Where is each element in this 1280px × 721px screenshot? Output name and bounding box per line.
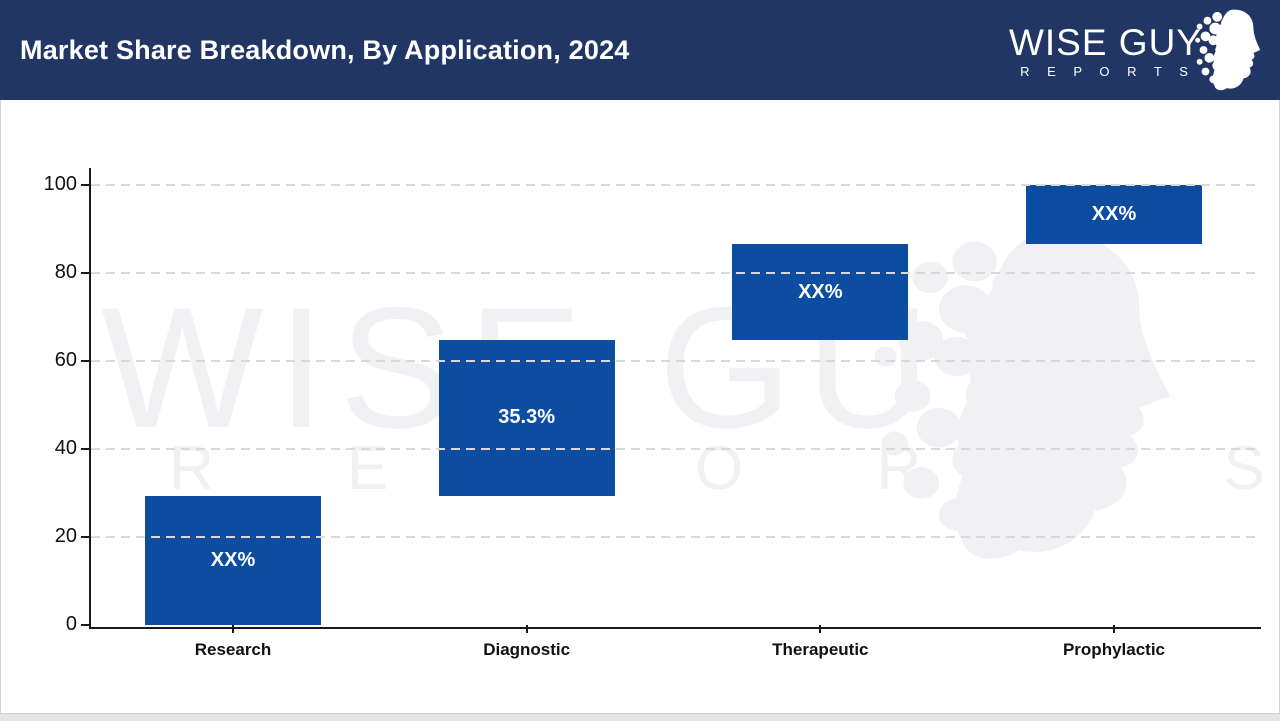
y-tick-label-60: 60 xyxy=(54,349,77,371)
bar-value-label-research: XX% xyxy=(210,548,256,571)
y-tick-label-0: 0 xyxy=(65,613,77,635)
bar-value-label-therapeutic: XX% xyxy=(798,280,843,303)
plot-area: 0 20 40 60 80 100 XX% 35.3% XX% XX% Research Diagno… xyxy=(44,168,1261,659)
y-tick-mark-0 xyxy=(81,624,90,626)
y-tick-label-80: 80 xyxy=(54,261,77,283)
logo-text: WISE GUY R E P O R T S xyxy=(1009,24,1202,79)
x-tick-mark-prophylactic xyxy=(1113,625,1115,633)
bar-value-label-prophylactic: XX% xyxy=(1091,203,1137,226)
x-axis-label-diagnostic: Diagnostic xyxy=(483,640,571,659)
y-tick-label-100: 100 xyxy=(43,173,77,195)
y-tick-label-20: 20 xyxy=(54,525,77,547)
gridline-20 xyxy=(91,536,1259,538)
gridline-40 xyxy=(91,448,1259,450)
header-bar: Market Share Breakdown, By Application, … xyxy=(0,0,1280,100)
bar-segment-prophylactic: XX% xyxy=(1026,185,1202,245)
x-axis-label-prophylactic: Prophylactic xyxy=(1062,640,1166,659)
x-axis-label-therapeutic: Therapeutic xyxy=(772,640,869,659)
bar-value-label-diagnostic: 35.3% xyxy=(498,406,556,429)
x-tick-mark-research xyxy=(232,625,234,633)
y-tick-mark-80 xyxy=(81,272,90,274)
y-tick-mark-40 xyxy=(81,448,90,450)
bar-segment-therapeutic: XX% xyxy=(732,244,909,341)
logo-wordmark: WISE GUY xyxy=(1008,21,1202,63)
bar-segment-diagnostic: 35.3% xyxy=(438,340,615,496)
page-title: Market Share Breakdown, By Application, … xyxy=(20,34,630,65)
y-tick-label-40: 40 xyxy=(54,437,77,459)
y-tick-mark-60 xyxy=(81,360,90,362)
chart-canvas: WISE GUY R E P O R T S 0 20 40 60 80 100 XX% 35… xyxy=(0,100,1280,713)
wise-guy-logo: WISE GUY R E P O R T S xyxy=(1009,6,1266,96)
bar-segment-research: XX% xyxy=(145,495,321,625)
logo-subtitle: R E P O R T S xyxy=(1020,63,1195,79)
gridline-100 xyxy=(91,184,1259,186)
gridline-60 xyxy=(91,360,1259,362)
x-axis-label-research: Research xyxy=(194,640,272,659)
x-tick-mark-therapeutic xyxy=(819,625,822,633)
bottom-strip xyxy=(0,713,1280,721)
y-tick-mark-100 xyxy=(81,184,90,186)
y-tick-mark-20 xyxy=(81,536,90,538)
gridline-80 xyxy=(91,272,1259,274)
x-tick-mark-diagnostic xyxy=(525,625,528,633)
